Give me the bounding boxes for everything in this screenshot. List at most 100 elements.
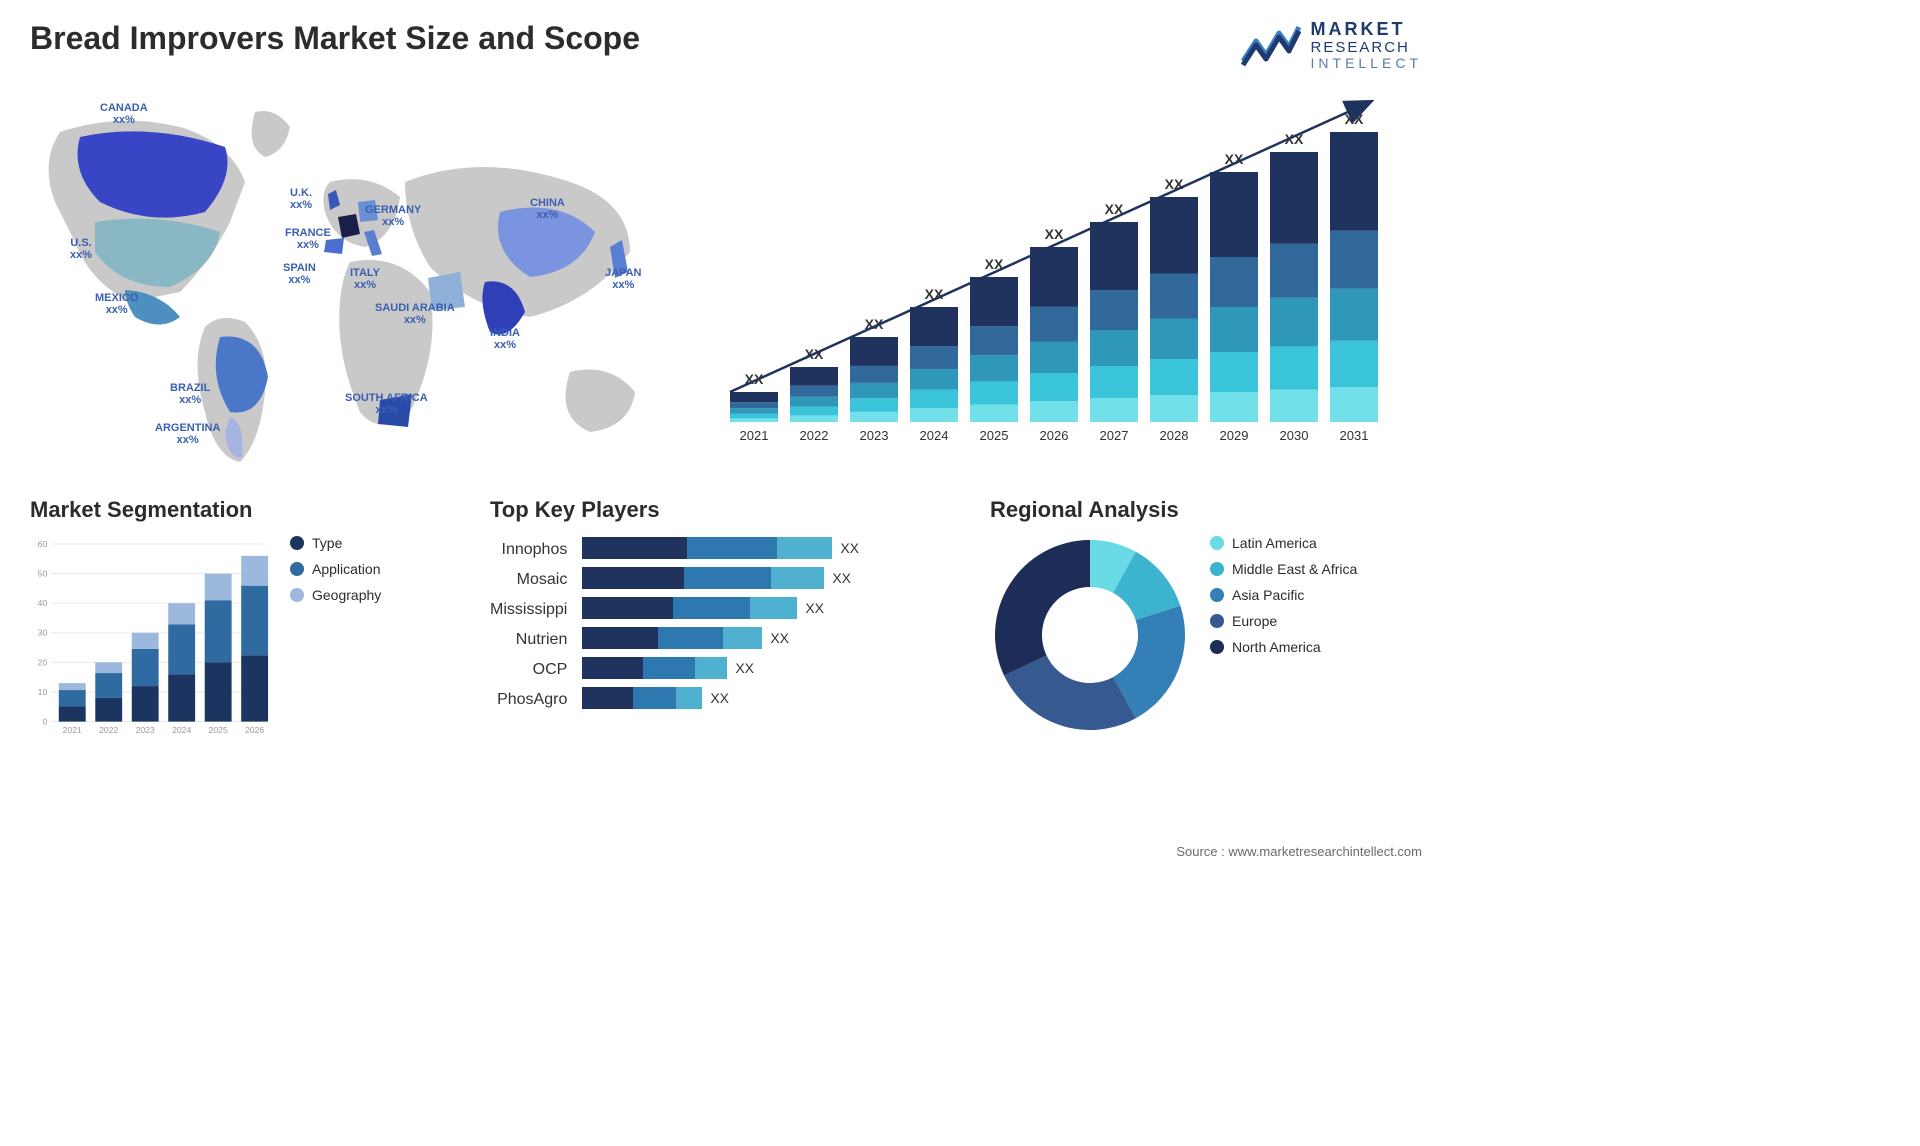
legend-dot-icon — [1210, 562, 1224, 576]
logo-line2: RESEARCH — [1311, 40, 1422, 57]
player-name-nutrien: Nutrien — [490, 625, 567, 655]
player-segment — [658, 627, 723, 649]
legend-label: Application — [312, 561, 381, 577]
regional-legend: Latin America Middle East & Africa Asia Pa… — [1210, 535, 1357, 665]
player-segment — [582, 567, 684, 589]
svg-text:30: 30 — [38, 627, 48, 637]
region-north-america: North America — [1210, 639, 1357, 655]
growth-chart: 2021XX2022XX2023XX2024XX2025XX2026XX2027… — [710, 92, 1422, 472]
player-segment — [582, 597, 672, 619]
svg-text:2028: 2028 — [1160, 428, 1189, 443]
player-row: XX — [582, 535, 950, 561]
map-label-germany: GERMANYxx% — [365, 204, 421, 229]
legend-dot-icon — [290, 536, 304, 550]
svg-text:40: 40 — [38, 598, 48, 608]
player-name-mississippi: Mississippi — [490, 595, 567, 625]
player-bar — [582, 627, 762, 649]
map-label-u.s.: U.S.xx% — [70, 237, 92, 262]
svg-text:20: 20 — [38, 657, 48, 667]
region-middle-east-africa: Middle East & Africa — [1210, 561, 1357, 577]
map-label-france: FRANCExx% — [285, 227, 331, 252]
region-latin-america: Latin America — [1210, 535, 1357, 551]
seg-legend-geography: Geography — [290, 587, 381, 603]
region-europe: Europe — [1210, 613, 1357, 629]
svg-text:2024: 2024 — [920, 428, 949, 443]
player-bar — [582, 657, 727, 679]
svg-text:10: 10 — [38, 687, 48, 697]
player-name-ocp: OCP — [490, 655, 567, 685]
legend-label: Latin America — [1232, 535, 1317, 551]
player-name-innophos: Innophos — [490, 535, 567, 565]
legend-label: Type — [312, 535, 342, 551]
bottom-row: Market Segmentation 01020304050602021202… — [30, 497, 1422, 745]
map-label-japan: JAPANxx% — [605, 267, 641, 292]
player-bar — [582, 687, 702, 709]
player-value: XX — [710, 690, 729, 706]
segmentation-svg: 0102030405060202120222023202420252026 — [30, 535, 270, 745]
svg-text:2027: 2027 — [1100, 428, 1129, 443]
segmentation-legend: Type Application Geography — [290, 535, 381, 745]
player-segment — [684, 567, 771, 589]
svg-text:0: 0 — [42, 716, 47, 726]
svg-text:2021: 2021 — [63, 725, 82, 735]
logo-icon — [1241, 21, 1301, 71]
player-row: XX — [582, 655, 950, 681]
player-segment — [673, 597, 750, 619]
svg-text:2025: 2025 — [980, 428, 1009, 443]
legend-label: North America — [1232, 639, 1321, 655]
segmentation-chart: 0102030405060202120222023202420252026 Ty… — [30, 535, 450, 745]
player-bar — [582, 567, 824, 589]
page-title: Bread Improvers Market Size and Scope — [30, 20, 640, 57]
player-row: XX — [582, 595, 950, 621]
map-label-saudi-arabia: SAUDI ARABIAxx% — [375, 302, 455, 327]
player-row: XX — [582, 685, 950, 711]
svg-text:2026: 2026 — [245, 725, 264, 735]
player-segment — [777, 537, 832, 559]
svg-text:50: 50 — [38, 568, 48, 578]
logo-text: MARKET RESEARCH INTELLECT — [1311, 20, 1422, 72]
legend-label: Europe — [1232, 613, 1277, 629]
svg-text:2030: 2030 — [1280, 428, 1309, 443]
svg-text:2021: 2021 — [740, 428, 769, 443]
player-segment — [582, 627, 658, 649]
players-chart: InnophosMosaicMississippiNutrienOCPPhosA… — [490, 535, 950, 715]
player-segment — [676, 687, 702, 709]
player-segment — [582, 537, 687, 559]
player-segment — [723, 627, 763, 649]
legend-label: Geography — [312, 587, 381, 603]
player-value: XX — [832, 570, 851, 586]
player-value: XX — [770, 630, 789, 646]
regional-chart: Latin America Middle East & Africa Asia Pa… — [990, 535, 1422, 735]
top-row: CANADAxx%U.S.xx%MEXICOxx%BRAZILxx%ARGENT… — [30, 92, 1422, 472]
legend-dot-icon — [1210, 588, 1224, 602]
player-segment — [643, 657, 695, 679]
logo-line3: INTELLECT — [1311, 56, 1422, 71]
source-text: Source : www.marketresearchintellect.com — [1176, 844, 1422, 859]
player-value: XX — [735, 660, 754, 676]
player-segment — [695, 657, 727, 679]
legend-label: Asia Pacific — [1232, 587, 1304, 603]
player-segment — [750, 597, 797, 619]
svg-text:60: 60 — [38, 539, 48, 549]
world-map: CANADAxx%U.S.xx%MEXICOxx%BRAZILxx%ARGENT… — [30, 92, 670, 472]
svg-text:2024: 2024 — [172, 725, 191, 735]
logo: MARKET RESEARCH INTELLECT — [1241, 20, 1422, 72]
map-label-brazil: BRAZILxx% — [170, 382, 210, 407]
regional-panel: Regional Analysis Latin AmericaMiddle Ea… — [990, 497, 1422, 745]
svg-text:2026: 2026 — [1040, 428, 1069, 443]
map-label-india: INDIAxx% — [490, 327, 520, 352]
map-label-china: CHINAxx% — [530, 197, 565, 222]
svg-text:2023: 2023 — [860, 428, 889, 443]
map-label-argentina: ARGENTINAxx% — [155, 422, 220, 447]
player-value: XX — [805, 600, 824, 616]
player-segment — [582, 687, 632, 709]
map-label-u.k.: U.K.xx% — [290, 187, 312, 212]
legend-dot-icon — [290, 588, 304, 602]
legend-label: Middle East & Africa — [1232, 561, 1357, 577]
legend-dot-icon — [290, 562, 304, 576]
player-value: XX — [840, 540, 859, 556]
player-bars: XX XX XX XX XX XX — [582, 535, 950, 715]
svg-text:2031: 2031 — [1340, 428, 1369, 443]
donut-svg — [990, 535, 1190, 735]
header: Bread Improvers Market Size and Scope MA… — [30, 20, 1422, 72]
